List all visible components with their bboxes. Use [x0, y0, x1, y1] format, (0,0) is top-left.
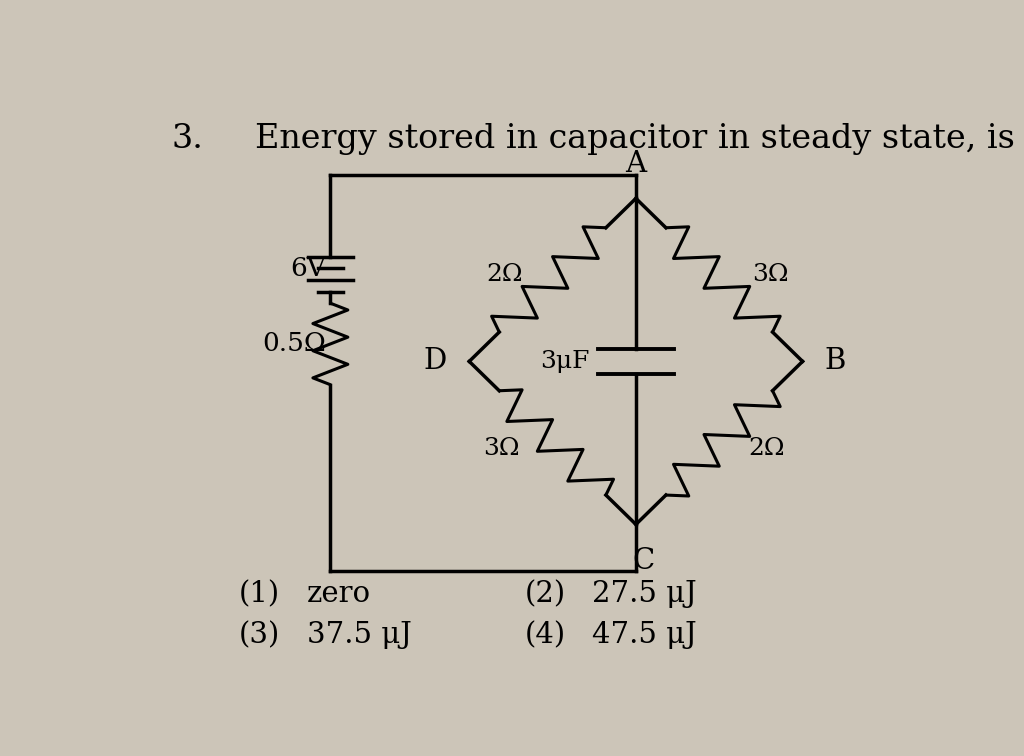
- Text: 3.: 3.: [172, 122, 204, 155]
- Text: 27.5 μJ: 27.5 μJ: [592, 581, 697, 609]
- Text: A: A: [626, 150, 646, 178]
- Text: 0.5Ω: 0.5Ω: [262, 331, 327, 356]
- Text: 3Ω: 3Ω: [482, 437, 519, 460]
- Text: (3): (3): [240, 621, 281, 649]
- Text: D: D: [424, 348, 447, 376]
- Text: 6V: 6V: [291, 256, 327, 280]
- Text: (1): (1): [240, 581, 281, 609]
- Text: 3μF: 3μF: [541, 350, 590, 373]
- Text: 47.5 μJ: 47.5 μJ: [592, 621, 697, 649]
- Text: 3Ω: 3Ω: [753, 262, 790, 286]
- Text: 2Ω: 2Ω: [749, 437, 785, 460]
- Text: Energy stored in capacitor in steady state, is: Energy stored in capacitor in steady sta…: [255, 122, 1015, 155]
- Text: zero: zero: [306, 581, 371, 609]
- Text: 37.5 μJ: 37.5 μJ: [306, 621, 412, 649]
- Text: 2Ω: 2Ω: [486, 262, 523, 286]
- Text: (2): (2): [524, 581, 566, 609]
- Text: (4): (4): [524, 621, 566, 649]
- Text: C: C: [633, 547, 655, 575]
- Text: B: B: [824, 348, 846, 376]
